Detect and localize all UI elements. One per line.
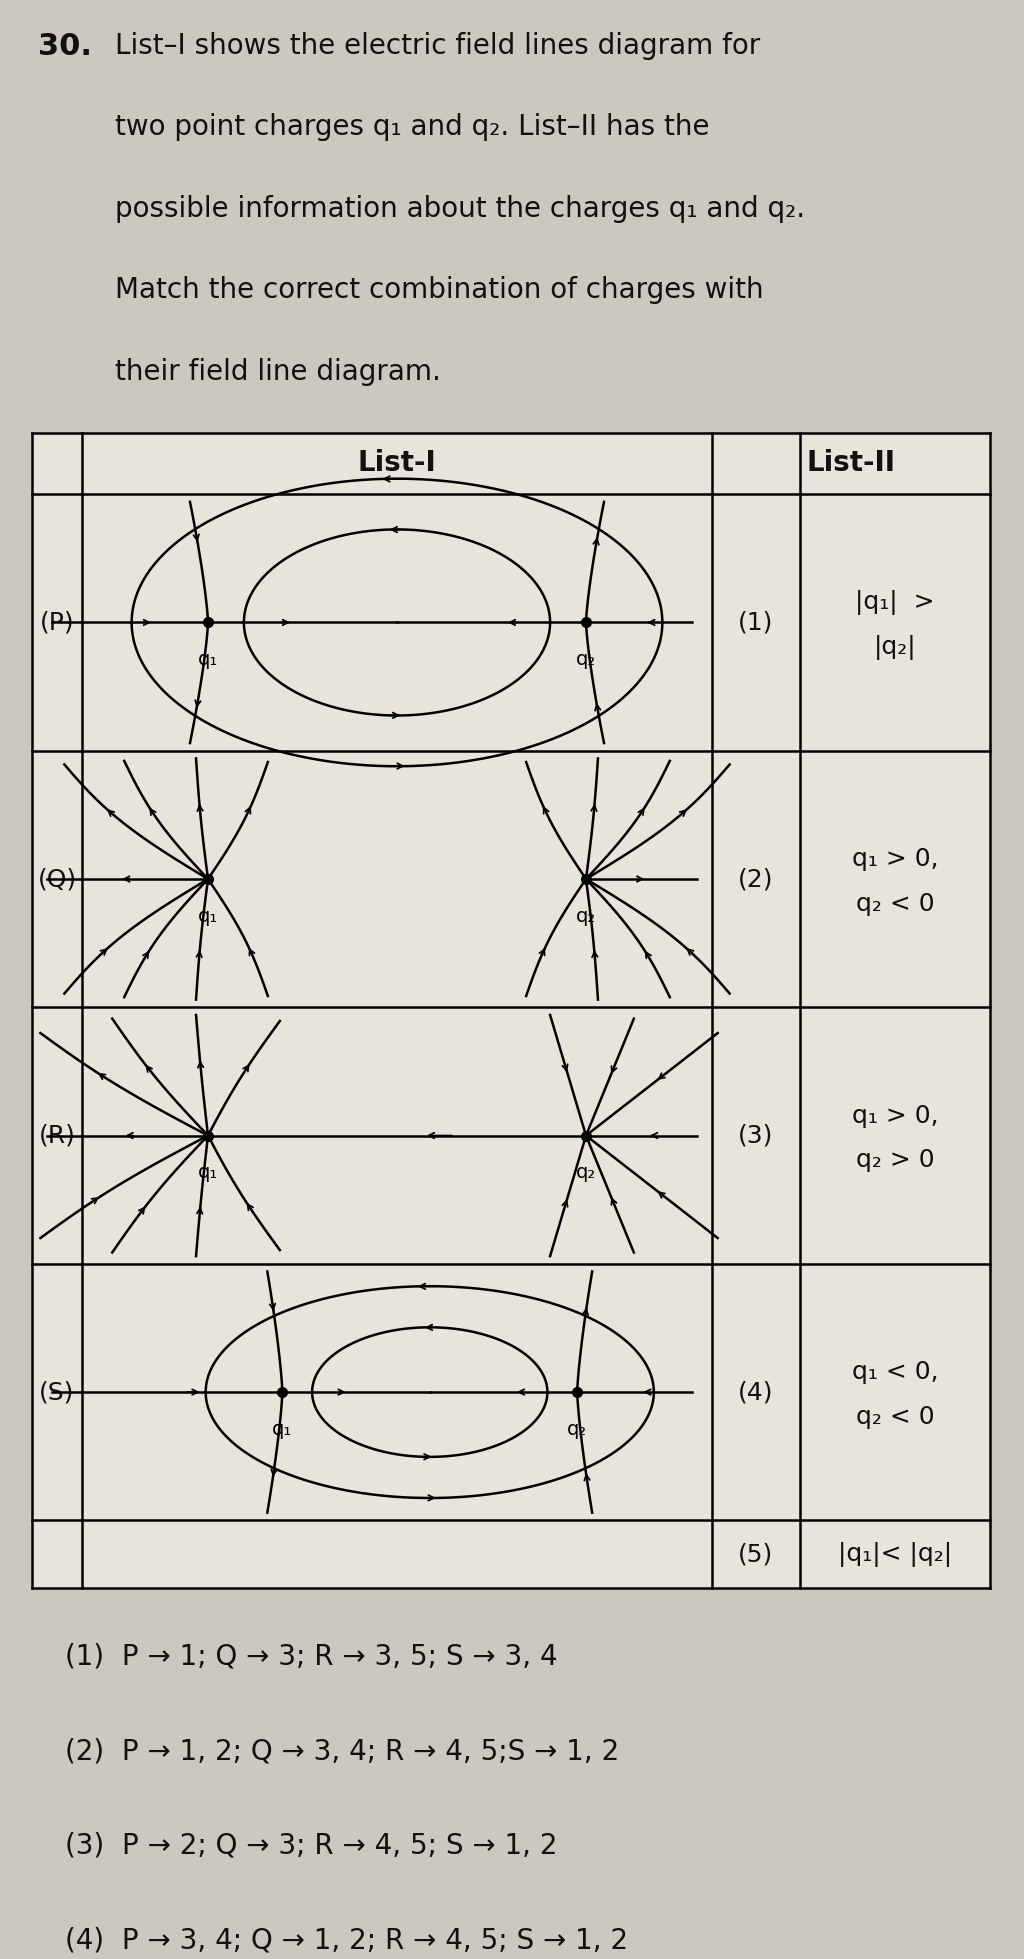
Text: two point charges q₁ and q₂. List–II has the: two point charges q₁ and q₂. List–II has… — [115, 114, 710, 141]
Text: q₁: q₁ — [272, 1420, 293, 1440]
Text: |q₁|  >: |q₁| > — [855, 590, 935, 615]
Text: List-I: List-I — [357, 449, 436, 478]
Text: q₁ > 0,: q₁ > 0, — [852, 846, 938, 872]
Text: (S): (S) — [39, 1379, 75, 1405]
Text: 30.: 30. — [38, 31, 92, 61]
Bar — [32, 433, 990, 1589]
Text: (5): (5) — [738, 1542, 773, 1565]
Text: (2)  P → 1, 2; Q → 3, 4; R → 4, 5;S → 1, 2: (2) P → 1, 2; Q → 3, 4; R → 4, 5;S → 1, … — [65, 1738, 620, 1765]
Text: (3): (3) — [738, 1124, 774, 1148]
Text: (4)  P → 3, 4; Q → 1, 2; R → 4, 5; S → 1, 2: (4) P → 3, 4; Q → 1, 2; R → 4, 5; S → 1,… — [65, 1926, 628, 1953]
Text: q₂: q₂ — [575, 907, 596, 927]
Text: Match the correct combination of charges with: Match the correct combination of charges… — [115, 276, 764, 304]
Text: q₂: q₂ — [575, 1164, 596, 1183]
Text: q₂ < 0: q₂ < 0 — [856, 1405, 934, 1428]
Text: q₁: q₁ — [198, 907, 218, 927]
Text: q₁ < 0,: q₁ < 0, — [852, 1360, 938, 1385]
Text: (1): (1) — [738, 611, 774, 635]
Text: (3)  P → 2; Q → 3; R → 4, 5; S → 1, 2: (3) P → 2; Q → 3; R → 4, 5; S → 1, 2 — [65, 1832, 557, 1859]
Text: possible information about the charges q₁ and q₂.: possible information about the charges q… — [115, 194, 805, 223]
Text: q₁: q₁ — [198, 1164, 218, 1183]
Text: (1)  P → 1; Q → 3; R → 3, 5; S → 3, 4: (1) P → 1; Q → 3; R → 3, 5; S → 3, 4 — [65, 1644, 558, 1671]
Text: q₂ > 0: q₂ > 0 — [856, 1148, 934, 1171]
Text: (Q): (Q) — [38, 868, 77, 891]
Text: their field line diagram.: their field line diagram. — [115, 358, 441, 386]
Text: (2): (2) — [738, 868, 774, 891]
Text: q₁ > 0,: q₁ > 0, — [852, 1103, 938, 1128]
Text: (R): (R) — [39, 1124, 76, 1148]
Text: |q₂|: |q₂| — [873, 635, 916, 660]
Text: q₁: q₁ — [198, 650, 218, 670]
Text: List–I shows the electric field lines diagram for: List–I shows the electric field lines di… — [115, 31, 760, 61]
Text: q₂: q₂ — [575, 650, 596, 670]
Text: (4): (4) — [738, 1379, 774, 1405]
Text: q₂: q₂ — [567, 1420, 588, 1440]
Text: q₂ < 0: q₂ < 0 — [856, 891, 934, 917]
Text: List-II: List-II — [807, 449, 896, 478]
Text: (P): (P) — [40, 611, 75, 635]
Text: |q₁|< |q₂|: |q₁|< |q₂| — [838, 1542, 952, 1567]
